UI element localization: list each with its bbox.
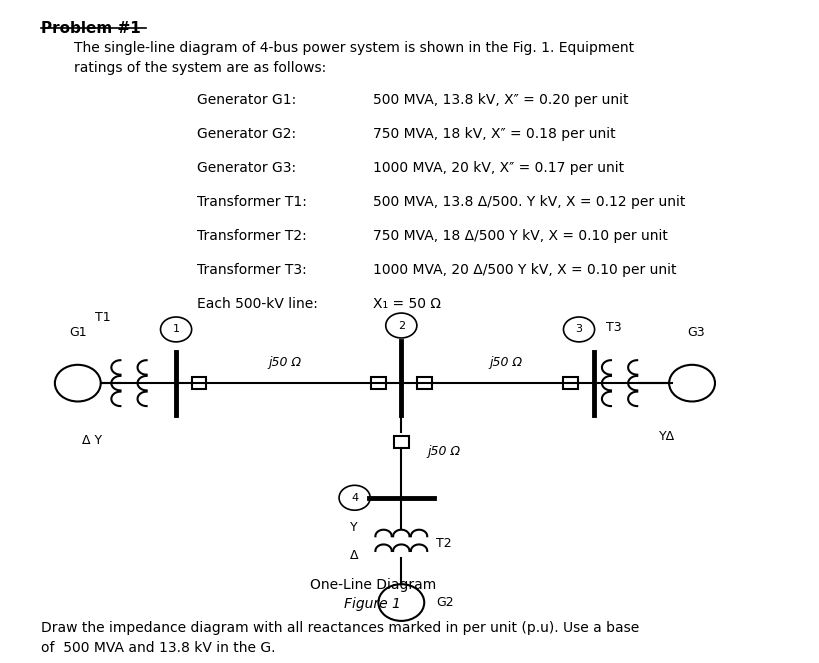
Text: X₁ = 50 Ω: X₁ = 50 Ω [373, 297, 441, 312]
Text: Draw the impedance diagram with all reactances marked in per unit (p.u). Use a b: Draw the impedance diagram with all reac… [41, 621, 639, 656]
Text: G2: G2 [437, 596, 455, 609]
Text: Y: Y [350, 520, 358, 534]
Text: Figure 1: Figure 1 [344, 597, 401, 611]
Text: Transformer T3:: Transformer T3: [197, 263, 306, 277]
Text: G1: G1 [69, 326, 87, 339]
Text: T2: T2 [436, 537, 451, 550]
Text: One-Line Diagram: One-Line Diagram [310, 577, 436, 591]
Text: The single-line diagram of 4-bus power system is shown in the Fig. 1. Equipment
: The single-line diagram of 4-bus power s… [74, 40, 634, 75]
Text: Generator G2:: Generator G2: [197, 127, 296, 141]
Text: T1: T1 [94, 311, 111, 324]
Bar [371, 377, 386, 389]
Text: 4: 4 [351, 493, 358, 503]
Text: 750 MVA, 18 kV, X″ = 0.18 per unit: 750 MVA, 18 kV, X″ = 0.18 per unit [373, 127, 615, 141]
Text: 2: 2 [398, 320, 405, 331]
Text: j50 Ω: j50 Ω [489, 356, 523, 369]
Text: Problem #1: Problem #1 [41, 21, 141, 36]
Text: T3: T3 [606, 321, 622, 334]
Text: Generator G1:: Generator G1: [197, 93, 296, 107]
Text: G3: G3 [687, 326, 705, 339]
Text: j50 Ω: j50 Ω [428, 446, 460, 458]
Text: Generator G3:: Generator G3: [197, 161, 296, 175]
Text: Transformer T2:: Transformer T2: [197, 229, 306, 243]
Text: Each 500-kV line:: Each 500-kV line: [197, 297, 318, 312]
Bar [417, 377, 432, 389]
Text: Δ Y: Δ Y [83, 434, 102, 448]
Text: 1000 MVA, 20 Δ/500 Y kV, X = 0.10 per unit: 1000 MVA, 20 Δ/500 Y kV, X = 0.10 per un… [373, 263, 676, 277]
Text: 1: 1 [173, 324, 179, 334]
Text: 500 MVA, 13.8 Δ/500. Y kV, X = 0.12 per unit: 500 MVA, 13.8 Δ/500. Y kV, X = 0.12 per … [373, 195, 685, 209]
Text: 500 MVA, 13.8 kV, X″ = 0.20 per unit: 500 MVA, 13.8 kV, X″ = 0.20 per unit [373, 93, 628, 107]
Text: Transformer T1:: Transformer T1: [197, 195, 306, 209]
Bar [563, 377, 578, 389]
Text: YΔ: YΔ [658, 430, 675, 444]
Text: Δ: Δ [350, 549, 358, 562]
Text: 3: 3 [576, 324, 582, 334]
Text: 1000 MVA, 20 kV, X″ = 0.17 per unit: 1000 MVA, 20 kV, X″ = 0.17 per unit [373, 161, 624, 175]
Text: 750 MVA, 18 Δ/500 Y kV, X = 0.10 per unit: 750 MVA, 18 Δ/500 Y kV, X = 0.10 per uni… [373, 229, 667, 243]
Text: j50 Ω: j50 Ω [268, 356, 301, 369]
Bar [192, 377, 206, 389]
Bar [394, 436, 409, 448]
